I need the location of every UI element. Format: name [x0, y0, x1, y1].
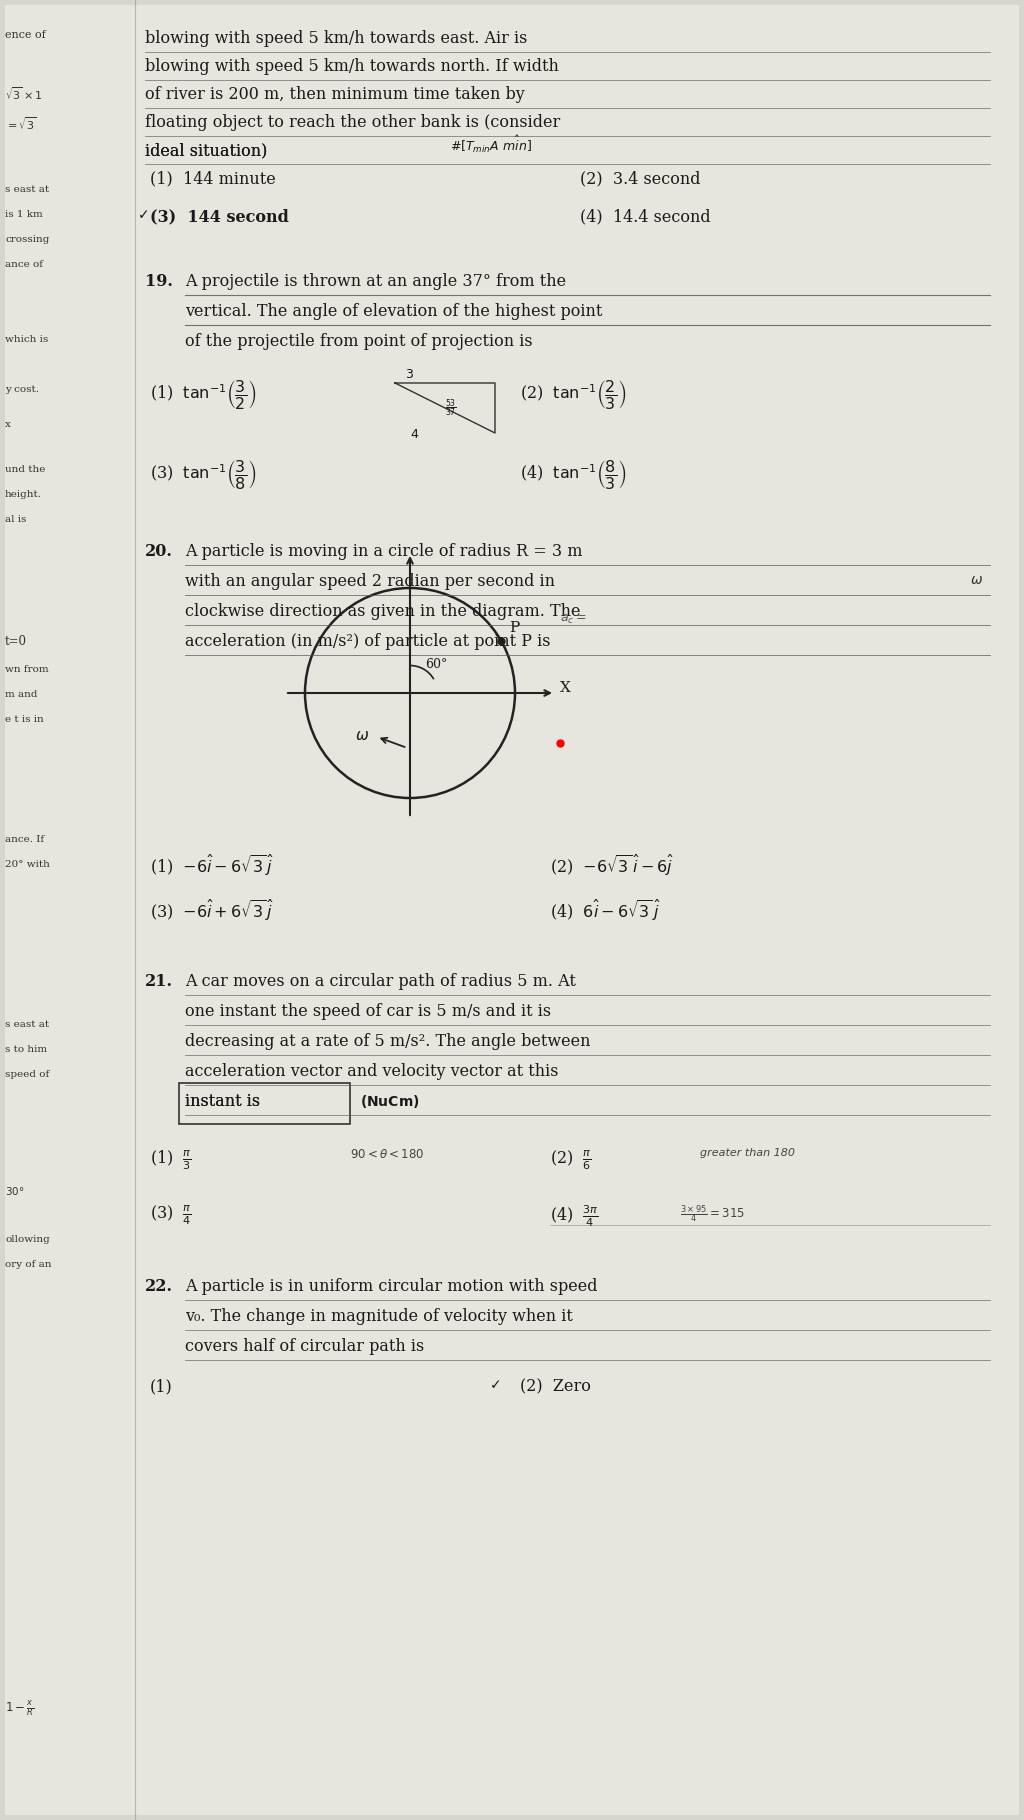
- Text: und the: und the: [5, 464, 45, 473]
- Text: of river is 200 m, then minimum time taken by: of river is 200 m, then minimum time tak…: [145, 86, 524, 104]
- Text: instant is: instant is: [185, 1094, 260, 1110]
- Text: ideal situation): ideal situation): [145, 142, 267, 158]
- Text: (1)  144 minute: (1) 144 minute: [150, 169, 275, 187]
- Text: (2)  $\tan^{-1}\!\left(\dfrac{2}{3}\right)$: (2) $\tan^{-1}\!\left(\dfrac{2}{3}\right…: [520, 379, 627, 411]
- Text: $30°$: $30°$: [5, 1185, 25, 1198]
- Text: wn from: wn from: [5, 664, 48, 673]
- Text: of the projectile from point of projection is: of the projectile from point of projecti…: [185, 333, 532, 349]
- Text: floating object to reach the other bank is (consider: floating object to reach the other bank …: [145, 115, 560, 131]
- Text: $\# [T_{min}A\ m\hat{i}n]$: $\# [T_{min}A\ m\hat{i}n]$: [450, 133, 531, 155]
- Text: greater than 180: greater than 180: [700, 1148, 795, 1158]
- Text: (2)  3.4 second: (2) 3.4 second: [580, 169, 700, 187]
- Text: one instant the speed of car is 5 m/s and it is: one instant the speed of car is 5 m/s an…: [185, 1003, 551, 1019]
- Text: $\omega$: $\omega$: [355, 728, 369, 743]
- Text: P: P: [509, 621, 519, 635]
- Text: A car moves on a circular path of radius 5 m. At: A car moves on a circular path of radius…: [185, 974, 575, 990]
- Text: ✓: ✓: [138, 207, 150, 222]
- Text: 4: 4: [410, 428, 418, 440]
- Text: ✓: ✓: [490, 1378, 502, 1392]
- Text: ory of an: ory of an: [5, 1259, 51, 1269]
- Text: ence of: ence of: [5, 29, 46, 40]
- Text: A particle is in uniform circular motion with speed: A particle is in uniform circular motion…: [185, 1278, 597, 1296]
- Text: v₀. The change in magnitude of velocity when it: v₀. The change in magnitude of velocity …: [185, 1309, 572, 1325]
- Text: 3: 3: [406, 368, 413, 380]
- Text: (3)  $-6\hat{i} + 6\sqrt{3}\,\hat{j}$: (3) $-6\hat{i} + 6\sqrt{3}\,\hat{j}$: [150, 897, 274, 923]
- Text: s east at: s east at: [5, 186, 49, 195]
- Text: (4)  14.4 second: (4) 14.4 second: [580, 207, 711, 226]
- Text: acceleration vector and velocity vector at this: acceleration vector and velocity vector …: [185, 1063, 558, 1079]
- Text: X: X: [560, 681, 570, 695]
- Text: which is: which is: [5, 335, 48, 344]
- Text: $\frac{53}{37}$: $\frac{53}{37}$: [445, 399, 457, 419]
- Text: blowing with speed 5 km/h towards east. Air is: blowing with speed 5 km/h towards east. …: [145, 29, 527, 47]
- Text: 19.: 19.: [145, 273, 173, 289]
- Text: 20° with: 20° with: [5, 861, 50, 868]
- Text: covers half of circular path is: covers half of circular path is: [185, 1338, 424, 1356]
- Text: (1)  $-6\hat{i} - 6\sqrt{3}\,\hat{j}$: (1) $-6\hat{i} - 6\sqrt{3}\,\hat{j}$: [150, 854, 274, 877]
- Text: $\frac{3\times 95}{4} = 315$: $\frac{3\times 95}{4} = 315$: [680, 1203, 745, 1225]
- Text: $=\sqrt{3}$: $=\sqrt{3}$: [5, 115, 37, 131]
- Text: (3)  $\tan^{-1}\!\left(\dfrac{3}{8}\right)$: (3) $\tan^{-1}\!\left(\dfrac{3}{8}\right…: [150, 459, 256, 491]
- Text: t=0: t=0: [5, 635, 27, 648]
- Text: ance of: ance of: [5, 260, 43, 269]
- Text: m and: m and: [5, 690, 38, 699]
- Text: acceleration (in m/s²) of particle at point P is: acceleration (in m/s²) of particle at po…: [185, 633, 551, 650]
- Text: 20.: 20.: [145, 542, 173, 561]
- Text: $90 < \theta < 180$: $90 < \theta < 180$: [350, 1148, 425, 1161]
- Text: (2)  $-6\sqrt{3}\,\hat{i} - 6\hat{j}$: (2) $-6\sqrt{3}\,\hat{i} - 6\hat{j}$: [550, 854, 674, 877]
- Text: (1): (1): [150, 1378, 173, 1394]
- Text: (1)  $\tan^{-1}\!\left(\dfrac{3}{2}\right)$: (1) $\tan^{-1}\!\left(\dfrac{3}{2}\right…: [150, 379, 256, 411]
- Text: (4)  $\tan^{-1}\!\left(\dfrac{8}{3}\right)$: (4) $\tan^{-1}\!\left(\dfrac{8}{3}\right…: [520, 459, 627, 491]
- Text: crossing: crossing: [5, 235, 49, 244]
- Text: al is: al is: [5, 515, 27, 524]
- Text: (4)  $\frac{3\pi}{4}$: (4) $\frac{3\pi}{4}$: [550, 1203, 599, 1228]
- Text: ollowing: ollowing: [5, 1236, 50, 1245]
- Text: decreasing at a rate of 5 m/s². The angle between: decreasing at a rate of 5 m/s². The angl…: [185, 1034, 591, 1050]
- Text: $\omega$: $\omega$: [970, 573, 983, 588]
- Text: height.: height.: [5, 490, 42, 499]
- Text: (3)  144 second: (3) 144 second: [150, 207, 289, 226]
- Text: s east at: s east at: [5, 1019, 49, 1028]
- Text: $\sqrt{3}\times1$: $\sqrt{3}\times1$: [5, 86, 43, 102]
- Text: y cost.: y cost.: [5, 386, 39, 393]
- Text: (2)  $\frac{\pi}{6}$: (2) $\frac{\pi}{6}$: [550, 1148, 592, 1172]
- Text: $\mathbf{(NuCm)}$: $\mathbf{(NuCm)}$: [360, 1094, 420, 1110]
- Text: A particle is moving in a circle of radius R = 3 m: A particle is moving in a circle of radi…: [185, 542, 583, 561]
- Text: instant is: instant is: [185, 1094, 260, 1110]
- Text: $1-\frac{x}{R}$: $1-\frac{x}{R}$: [5, 1700, 35, 1720]
- Text: e t is in: e t is in: [5, 715, 44, 724]
- Text: ideal situation): ideal situation): [145, 142, 267, 158]
- Text: 22.: 22.: [145, 1278, 173, 1296]
- Text: $a_c =$: $a_c =$: [560, 613, 587, 626]
- Text: speed of: speed of: [5, 1070, 49, 1079]
- Text: clockwise direction as given in the diagram. The: clockwise direction as given in the diag…: [185, 602, 581, 621]
- Text: is 1 km: is 1 km: [5, 209, 43, 218]
- Text: s to him: s to him: [5, 1045, 47, 1054]
- Text: blowing with speed 5 km/h towards north. If width: blowing with speed 5 km/h towards north.…: [145, 58, 559, 75]
- Text: (3)  $\frac{\pi}{4}$: (3) $\frac{\pi}{4}$: [150, 1203, 191, 1227]
- Text: (1)  $\frac{\pi}{3}$: (1) $\frac{\pi}{3}$: [150, 1148, 191, 1172]
- Text: A projectile is thrown at an angle 37° from the: A projectile is thrown at an angle 37° f…: [185, 273, 566, 289]
- Text: (4)  $6\hat{i} - 6\sqrt{3}\,\hat{j}$: (4) $6\hat{i} - 6\sqrt{3}\,\hat{j}$: [550, 897, 660, 923]
- Text: x: x: [5, 420, 11, 430]
- Text: ance. If: ance. If: [5, 835, 44, 844]
- Text: with an angular speed 2 radian per second in: with an angular speed 2 radian per secon…: [185, 573, 555, 590]
- Text: (2)  Zero: (2) Zero: [520, 1378, 591, 1394]
- Text: 21.: 21.: [145, 974, 173, 990]
- Text: vertical. The angle of elevation of the highest point: vertical. The angle of elevation of the …: [185, 302, 602, 320]
- FancyBboxPatch shape: [5, 5, 1019, 1815]
- Text: 60°: 60°: [425, 659, 447, 672]
